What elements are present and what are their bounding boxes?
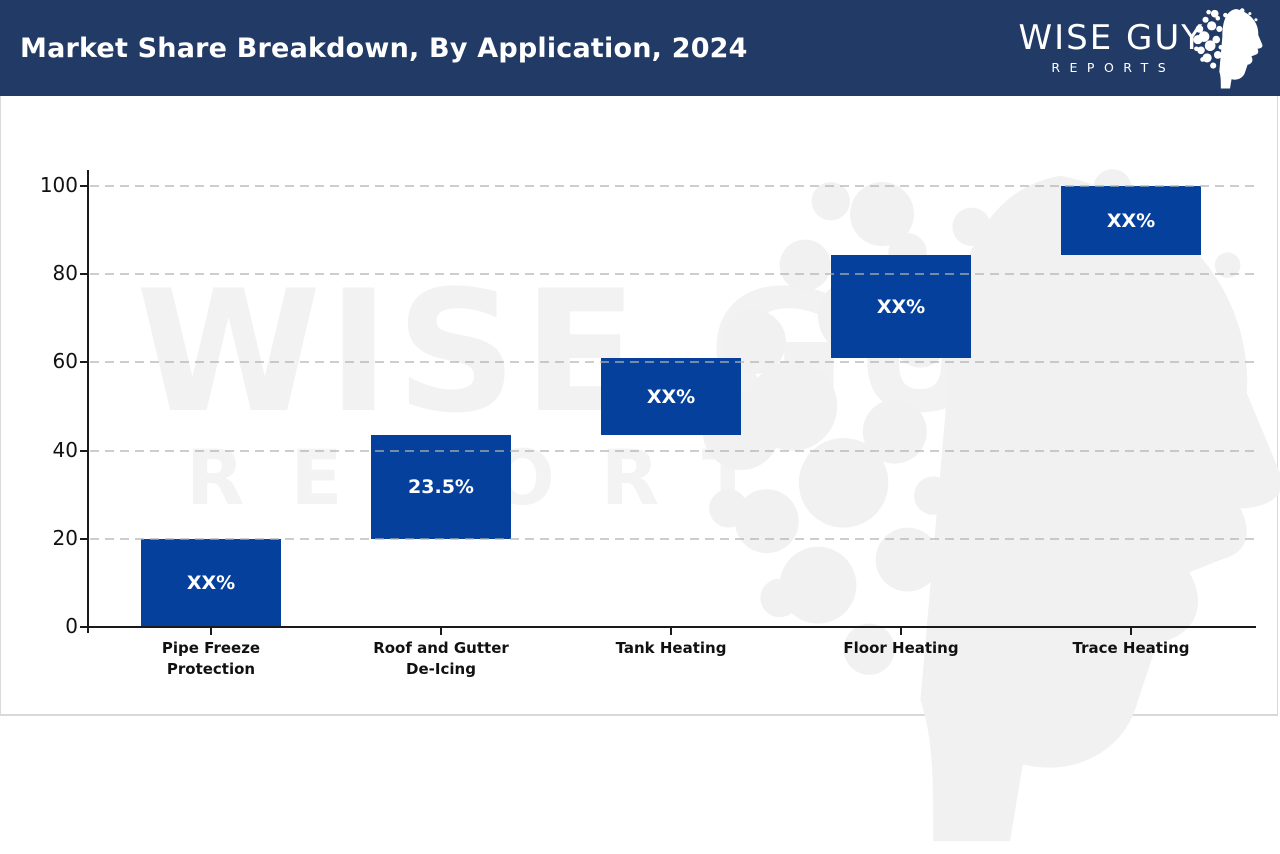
gridline-100 <box>90 185 1256 187</box>
wiseguy-logo: WISE GUY REPORTS <box>1018 6 1280 90</box>
wiseguy-head-icon <box>1193 8 1263 89</box>
y-tick-20 <box>80 537 88 540</box>
y-tick-label-40: 40 <box>52 437 78 462</box>
y-axis-spine <box>87 170 89 633</box>
x-tick-2 <box>670 628 672 635</box>
gridline-40 <box>90 449 1256 452</box>
x-category-label: Floor Heating <box>843 639 959 657</box>
y-tick-100 <box>80 185 88 187</box>
logo-wordmark: WISE GUY <box>1018 18 1204 58</box>
bar-value-label: XX% <box>186 571 236 594</box>
bar-value-label: XX% <box>876 295 926 318</box>
gridline-20 <box>90 537 1256 540</box>
y-tick-60 <box>80 361 88 364</box>
chart-title: Market Share Breakdown, By Application, … <box>20 32 748 64</box>
bar-segment: XX% <box>601 357 741 436</box>
x-tick-0 <box>210 628 212 635</box>
bar-value-label: XX% <box>1106 209 1156 232</box>
x-category-label: Roof and Gutter De-Icing <box>373 639 509 678</box>
bar-value-label: 23.5% <box>408 475 474 498</box>
bar-segment: XX% <box>1061 186 1201 256</box>
x-tick-4 <box>1130 628 1132 635</box>
gridline-80 <box>90 273 1256 276</box>
logo-text: WISE GUY REPORTS <box>1018 21 1204 75</box>
x-category-label: Pipe Freeze Protection <box>161 639 261 678</box>
header-bar: Market Share Breakdown, By Application, … <box>0 0 1280 96</box>
chart-canvas-frame <box>0 96 1278 716</box>
y-tick-0 <box>80 626 88 628</box>
y-tick-label-60: 60 <box>52 349 78 374</box>
y-tick-40 <box>80 449 88 452</box>
gridline-60 <box>90 361 1256 364</box>
y-tick-label-20: 20 <box>52 525 78 550</box>
y-tick-label-0: 0 <box>65 614 78 638</box>
logo-subtitle: REPORTS <box>1051 60 1176 75</box>
x-category-label: Tank Heating <box>615 639 727 657</box>
bar-segment: 23.5% <box>371 435 511 539</box>
watermark-head-icon <box>702 169 1280 842</box>
x-tick-3 <box>900 628 902 635</box>
y-tick-label-80: 80 <box>52 261 78 286</box>
bar-segment: XX% <box>831 255 971 358</box>
y-tick-label-100: 100 <box>39 173 78 197</box>
x-tick-1 <box>440 628 442 635</box>
bar-segment: XX% <box>141 538 281 627</box>
bar-value-label: XX% <box>646 385 696 408</box>
y-tick-80 <box>80 273 88 276</box>
x-category-label: Trace Heating <box>1072 639 1190 657</box>
x-axis-spine <box>87 626 1256 628</box>
